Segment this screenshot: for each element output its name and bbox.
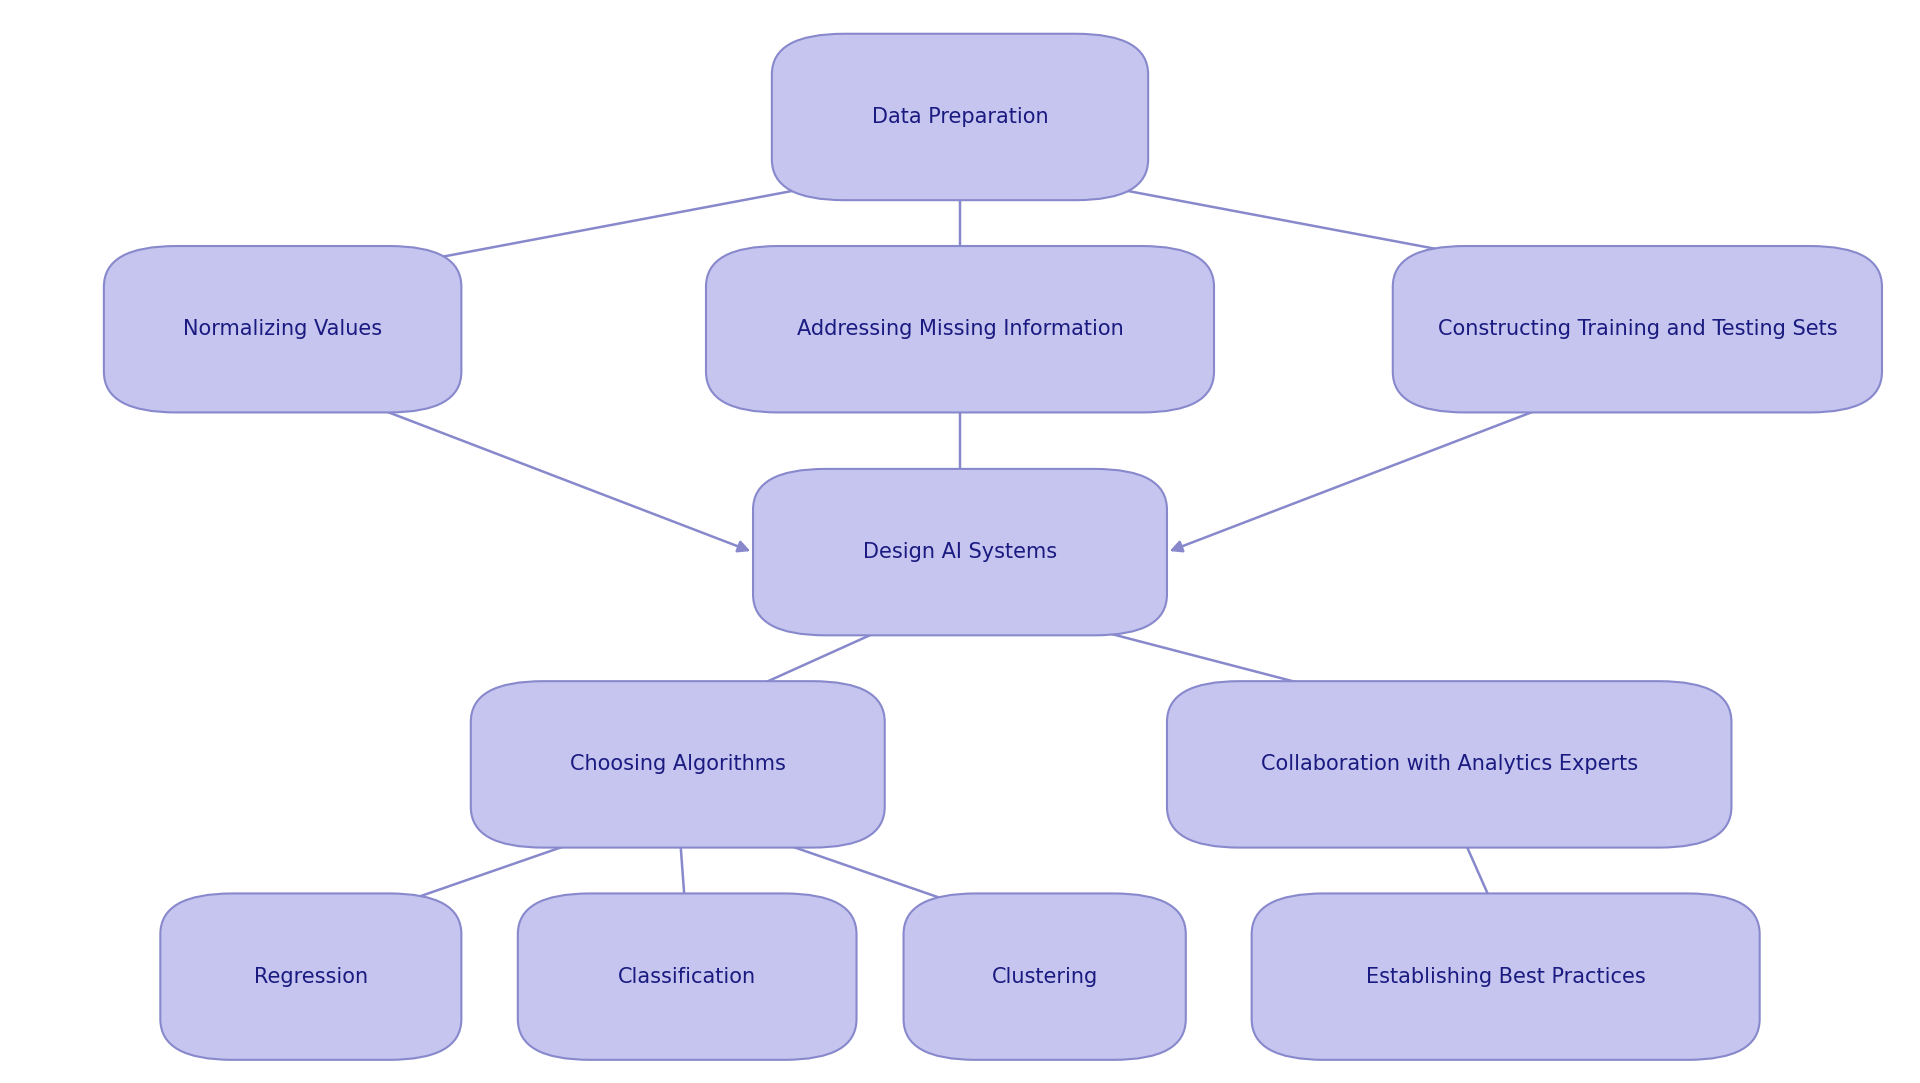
FancyBboxPatch shape xyxy=(104,246,461,413)
Text: Choosing Algorithms: Choosing Algorithms xyxy=(570,755,785,774)
FancyBboxPatch shape xyxy=(772,34,1148,200)
Text: Normalizing Values: Normalizing Values xyxy=(182,319,382,339)
Text: Establishing Best Practices: Establishing Best Practices xyxy=(1365,967,1645,987)
Text: Data Preparation: Data Preparation xyxy=(872,107,1048,127)
Text: Constructing Training and Testing Sets: Constructing Training and Testing Sets xyxy=(1438,319,1837,339)
FancyBboxPatch shape xyxy=(1392,246,1882,413)
FancyBboxPatch shape xyxy=(1252,893,1759,1060)
FancyBboxPatch shape xyxy=(1167,681,1732,848)
FancyBboxPatch shape xyxy=(470,681,885,848)
FancyBboxPatch shape xyxy=(518,893,856,1060)
FancyBboxPatch shape xyxy=(753,469,1167,636)
Text: Regression: Regression xyxy=(253,967,369,987)
Text: Clustering: Clustering xyxy=(991,967,1098,987)
FancyBboxPatch shape xyxy=(707,246,1213,413)
Text: Collaboration with Analytics Experts: Collaboration with Analytics Experts xyxy=(1261,755,1638,774)
Text: Design AI Systems: Design AI Systems xyxy=(862,543,1058,562)
Text: Classification: Classification xyxy=(618,967,756,987)
Text: Addressing Missing Information: Addressing Missing Information xyxy=(797,319,1123,339)
FancyBboxPatch shape xyxy=(159,893,461,1060)
FancyBboxPatch shape xyxy=(904,893,1187,1060)
